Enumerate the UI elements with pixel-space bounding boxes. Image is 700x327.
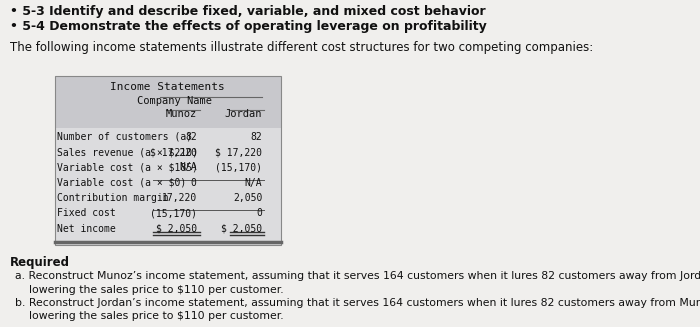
Text: Jordan: Jordan [225, 109, 262, 119]
Text: N/A: N/A [179, 163, 197, 172]
Text: $ 2,050: $ 2,050 [155, 224, 197, 234]
Text: Contribution margin: Contribution margin [57, 193, 169, 203]
Bar [55, 76, 281, 245]
Bar [55, 128, 281, 245]
Text: 82: 82 [251, 132, 262, 142]
Text: Number of customers (a): Number of customers (a) [57, 132, 192, 142]
Text: 82: 82 [185, 132, 197, 142]
Text: N/A: N/A [245, 178, 262, 188]
Text: Sales revenue (a × $210): Sales revenue (a × $210) [57, 147, 198, 157]
Text: (15,170): (15,170) [216, 163, 262, 172]
Text: • 5-3 Identify and describe fixed, variable, and mixed cost behavior: • 5-3 Identify and describe fixed, varia… [10, 5, 486, 18]
Text: (15,170): (15,170) [150, 208, 197, 218]
Text: 2,050: 2,050 [233, 193, 262, 203]
Text: a. Reconstruct Munoz’s income statement, assuming that it serves 164 customers w: a. Reconstruct Munoz’s income statement,… [15, 271, 700, 295]
Bar [55, 76, 281, 128]
Text: 0: 0 [191, 178, 197, 188]
Text: $ 17,220: $ 17,220 [150, 147, 197, 157]
Text: Variable cost (a × $185): Variable cost (a × $185) [57, 163, 198, 172]
Text: The following income statements illustrate different cost structures for two com: The following income statements illustra… [10, 41, 594, 54]
Text: $ 17,220: $ 17,220 [216, 147, 262, 157]
Text: Net income: Net income [57, 224, 116, 234]
Text: Company Name: Company Name [137, 96, 212, 106]
Text: • 5-4 Demonstrate the effects of operating leverage on profitability: • 5-4 Demonstrate the effects of operati… [10, 20, 487, 33]
Text: 0: 0 [256, 208, 262, 218]
Text: b. Reconstruct Jordan’s income statement, assuming that it serves 164 customers : b. Reconstruct Jordan’s income statement… [15, 298, 700, 321]
Text: Required: Required [10, 256, 70, 269]
Text: Variable cost (a × $0): Variable cost (a × $0) [57, 178, 186, 188]
Text: Income Statements: Income Statements [110, 82, 225, 92]
Text: 17,220: 17,220 [162, 193, 197, 203]
Text: Munoz: Munoz [165, 109, 197, 119]
Text: $ 2,050: $ 2,050 [221, 224, 262, 234]
Text: Fixed cost: Fixed cost [57, 208, 116, 218]
